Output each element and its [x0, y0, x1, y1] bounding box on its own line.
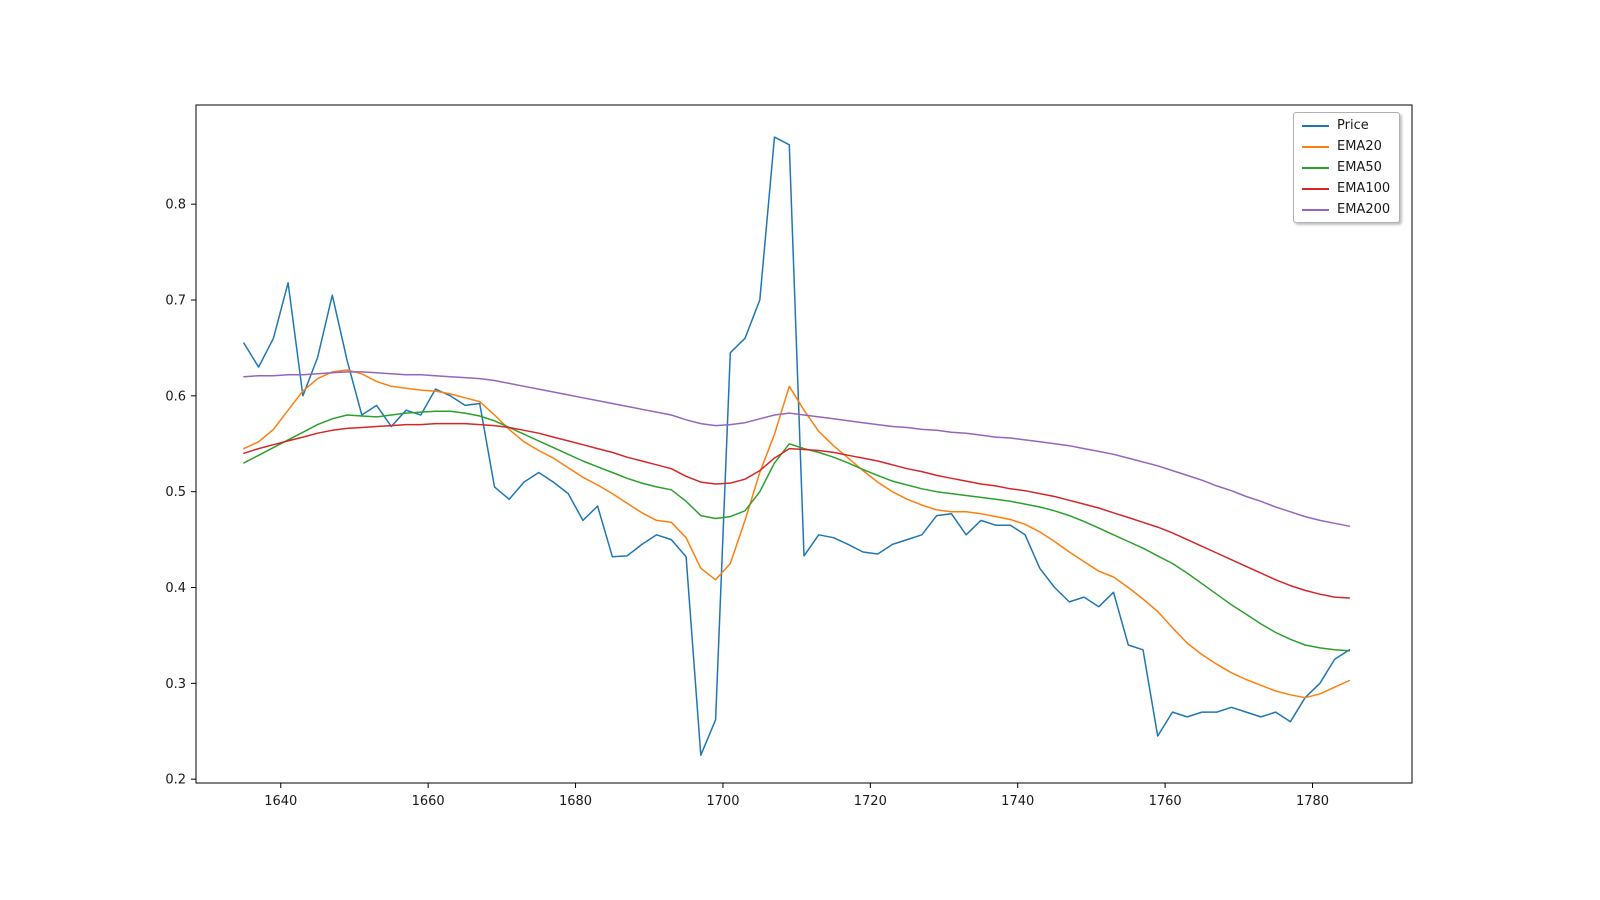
legend-label: EMA20 [1337, 139, 1382, 154]
y-tick-label: 0.2 [165, 773, 186, 788]
x-tick-label: 1720 [854, 794, 887, 809]
legend-item-ema20: EMA20 [1302, 139, 1390, 154]
legend-line-sample [1302, 166, 1329, 169]
legend-item-ema100: EMA100 [1302, 181, 1390, 196]
x-tick-label: 1740 [1001, 794, 1034, 809]
legend-item-ema50: EMA50 [1302, 160, 1390, 175]
y-tick-label: 0.8 [165, 198, 186, 213]
legend-label: EMA200 [1337, 202, 1391, 217]
series-line-ema20 [243, 369, 1351, 699]
legend-label: EMA50 [1337, 160, 1382, 175]
series-line-ema50 [243, 410, 1351, 652]
legend-line-sample [1302, 145, 1329, 148]
legend: Price EMA20 EMA50 EMA100 EMA200 [1293, 112, 1401, 223]
series-line-price [243, 136, 1351, 756]
series-line-ema100 [243, 422, 1351, 599]
series-line-ema200 [243, 371, 1351, 527]
x-tick-label: 1780 [1296, 794, 1329, 809]
axes-spines [195, 104, 1413, 784]
y-tick-label: 0.4 [165, 581, 186, 596]
legend-item-ema200: EMA200 [1302, 202, 1390, 217]
x-tick-label: 1680 [559, 794, 592, 809]
legend-line-sample [1302, 124, 1329, 127]
legend-label: EMA100 [1337, 181, 1391, 196]
legend-line-sample [1302, 208, 1329, 211]
x-tick-label: 1760 [1149, 794, 1182, 809]
x-tick-label: 1700 [706, 794, 739, 809]
x-tick-label: 1660 [412, 794, 445, 809]
y-tick-label: 0.5 [165, 485, 186, 500]
y-tick-label: 0.3 [165, 677, 186, 692]
y-tick-label: 0.6 [165, 389, 186, 404]
y-tick-label: 0.7 [165, 294, 186, 309]
legend-line-sample [1302, 187, 1329, 190]
legend-label: Price [1337, 118, 1369, 133]
x-tick-label: 1640 [264, 794, 297, 809]
legend-item-price: Price [1302, 118, 1390, 133]
